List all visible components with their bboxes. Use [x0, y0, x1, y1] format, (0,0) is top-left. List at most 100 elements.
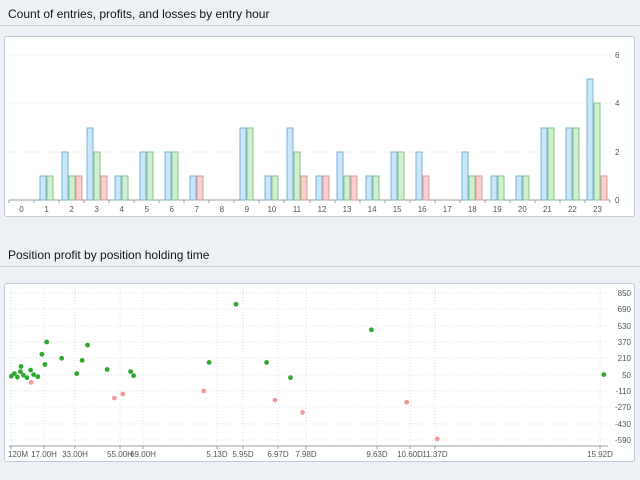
x-axis-label: 16 [418, 205, 427, 214]
point-profit [74, 371, 80, 376]
title-separator [0, 266, 640, 267]
x-axis-label: 17 [443, 205, 452, 214]
bar-entries-hour-18 [461, 151, 469, 201]
bar-profits-hour-9 [246, 127, 254, 201]
point-loss [434, 436, 440, 442]
x-axis-label: 7.98D [295, 450, 317, 459]
bar-entries-hour-5 [139, 151, 147, 201]
bar-entries-hour-12 [315, 175, 323, 201]
scatter-grid [9, 288, 608, 449]
bar-losses-hour-2 [75, 175, 83, 201]
holding-time-panel: 850 690 530 370 210 50 -110 -270 -430 -590 120M 17.… [4, 283, 635, 462]
x-axis-label: 6 [170, 205, 175, 214]
point-profit [15, 374, 20, 380]
bar-profits-hour-4 [121, 175, 129, 201]
y-axis-label: -590 [615, 436, 632, 445]
bar-losses-hour-12 [322, 175, 330, 201]
x-axis-label: 11.37D [422, 450, 447, 459]
point-profit [79, 358, 85, 363]
x-axis-label: 19 [493, 205, 502, 214]
bar-profits-hour-2 [68, 175, 76, 201]
point-profit [31, 372, 36, 377]
x-axis-label: 2 [69, 205, 74, 214]
bar-losses-hour-18 [475, 175, 483, 201]
y-axis-label: 2 [615, 148, 620, 157]
point-profit [35, 374, 41, 380]
x-axis-label: 13 [343, 205, 352, 214]
bar-entries-hour-15 [390, 151, 398, 201]
bar-profits-hour-6 [171, 151, 179, 201]
x-axis-label: 120M [8, 450, 28, 459]
bar-losses-hour-23 [600, 175, 608, 201]
x-axis-label: 0 [19, 205, 24, 214]
x-axis-label: 20 [518, 205, 527, 214]
bar-entries-hour-7 [189, 175, 197, 201]
scatter-series-loss [28, 379, 440, 442]
title-separator [0, 25, 640, 26]
bar-entries-hour-16 [415, 151, 423, 201]
x-axis-label: 12 [318, 205, 327, 214]
point-loss [120, 391, 126, 397]
y-axis-label: 6 [615, 51, 620, 60]
bar-profits-hour-21 [547, 127, 555, 201]
y-axis-label: 370 [618, 338, 632, 347]
bar-profits-hour-1 [46, 175, 54, 201]
y-axis-label: 50 [622, 371, 631, 380]
x-axis-label: 8 [220, 205, 225, 214]
bar-profits-hour-15 [397, 151, 405, 201]
entries-by-hour-title: Count of entries, profits, and losses by… [8, 7, 270, 21]
bar-entries-hour-3 [86, 127, 94, 201]
entries-by-hour-panel: 0 2 4 6 0 1 2 3 4 5 6 7 8 9 10 11 12 13 14 15 16 17 18 19 20 21 22… [4, 36, 635, 217]
bar-profits-hour-18 [468, 175, 476, 201]
point-loss [300, 410, 305, 415]
y-axis-label: 690 [618, 305, 632, 314]
point-profit [85, 342, 90, 348]
bar-losses-hour-11 [300, 175, 308, 201]
bar-entries-hour-1 [39, 175, 47, 201]
x-axis-label: 18 [468, 205, 477, 214]
point-profit [264, 360, 269, 365]
point-profit [44, 339, 50, 345]
y-axis-label: -270 [615, 403, 632, 412]
x-axis-label: 9 [245, 205, 250, 214]
point-profit [369, 327, 374, 333]
point-profit [128, 369, 133, 374]
point-profit [233, 301, 239, 307]
x-axis-label: 1 [44, 205, 49, 214]
x-axis-label: 15.92D [587, 450, 613, 459]
bar-profits-hour-3 [93, 151, 101, 201]
x-axis-label: 5 [145, 205, 150, 214]
bar-entries-hour-13 [336, 151, 344, 201]
x-axis-label: 5.13D [206, 450, 228, 459]
point-loss [272, 397, 278, 403]
bar-entries-hour-19 [490, 175, 498, 201]
x-axis-label: 4 [119, 205, 124, 214]
x-axis-label: 69.00H [130, 450, 156, 459]
point-profit [24, 375, 30, 381]
bar-losses-hour-3 [100, 175, 108, 201]
x-axis-label: 10.60D [397, 450, 423, 459]
bar-entries-hour-10 [264, 175, 272, 201]
bar-losses-hour-13 [350, 175, 358, 201]
bar-profits-hour-10 [271, 175, 279, 201]
bar-entries-hour-23 [586, 78, 594, 201]
x-axis-ticks [8, 200, 611, 203]
x-axis-label: 6.97D [267, 450, 289, 459]
y-axis-label: 210 [618, 354, 632, 363]
x-axis-label: 5.95D [232, 450, 254, 459]
bar-losses-hour-7 [196, 175, 204, 201]
bar-profits-hour-22 [572, 127, 580, 201]
bar-entries-hour-21 [540, 127, 548, 201]
point-profit [21, 372, 26, 378]
y-axis-label: 530 [618, 322, 632, 331]
x-axis-label: 7 [195, 205, 200, 214]
point-profit [206, 360, 212, 365]
y-axis-label: 850 [618, 289, 632, 298]
x-axis-label: 14 [368, 205, 377, 214]
y-axis-label: -110 [616, 387, 632, 396]
point-profit [39, 351, 45, 357]
point-loss [201, 388, 207, 394]
scatter-series-profit [9, 301, 607, 381]
x-axis-label: 22 [568, 205, 577, 214]
bar-profits-hour-19 [497, 175, 505, 201]
